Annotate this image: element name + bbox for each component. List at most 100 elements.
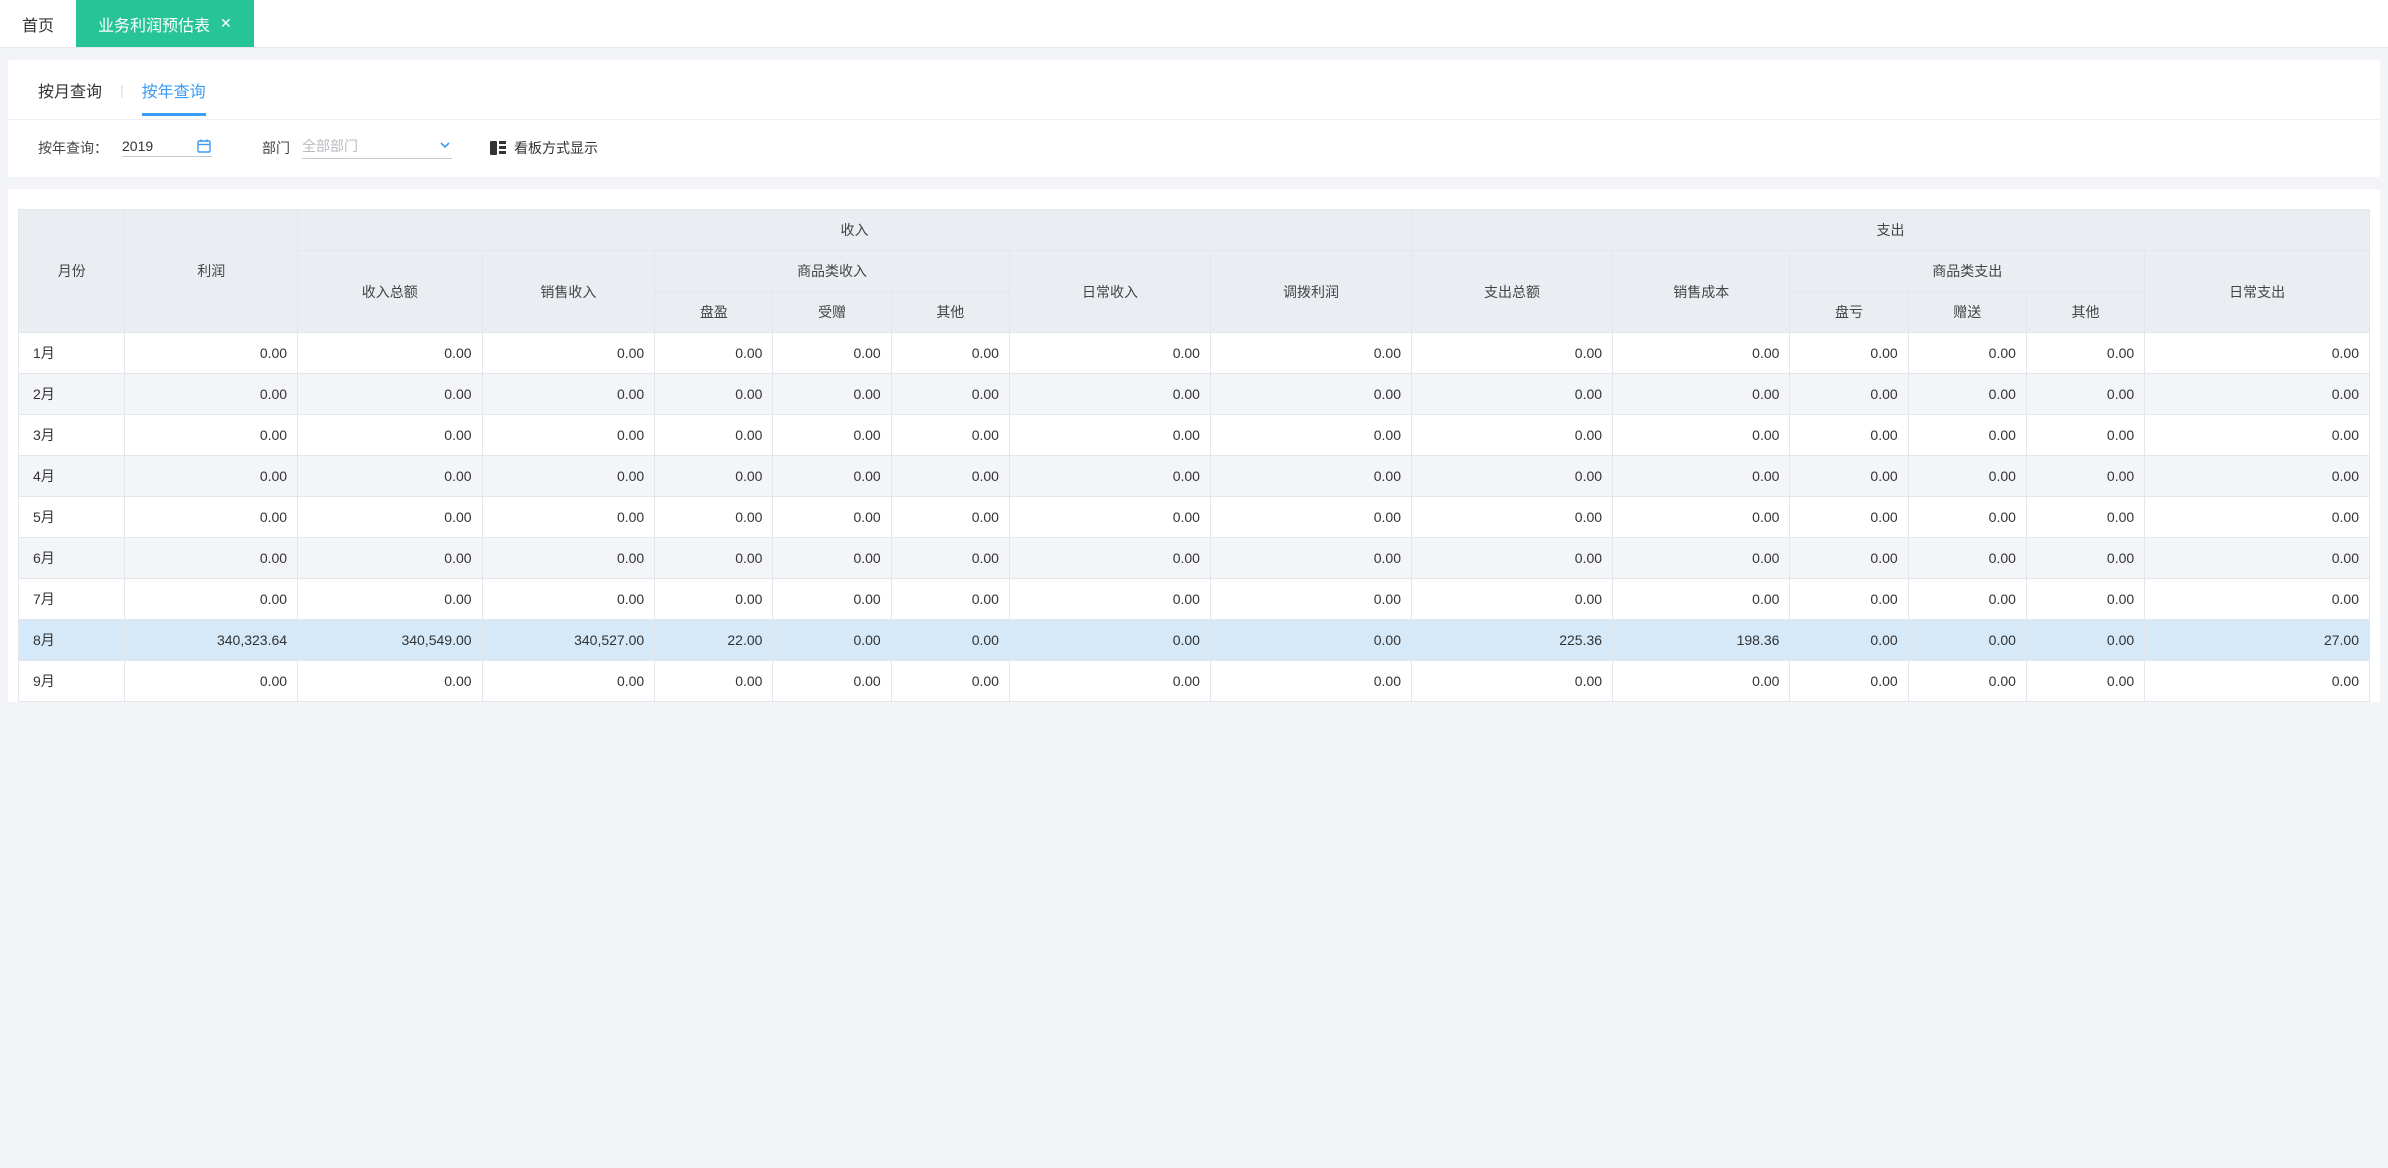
kanban-toggle[interactable]: 看板方式显示 <box>490 138 598 158</box>
cell-daily_expense: 0.00 <box>2145 456 2370 497</box>
subtab-by-year[interactable]: 按年查询 <box>142 64 206 116</box>
th-goods-expense-group: 商品类支出 <box>1790 251 2145 292</box>
cell-other_out: 0.00 <box>2026 620 2144 661</box>
cell-pk: 0.00 <box>1790 538 1908 579</box>
cell-pk: 0.00 <box>1790 456 1908 497</box>
cell-income_total: 0.00 <box>298 333 482 374</box>
cell-expense_total: 0.00 <box>1412 497 1613 538</box>
subtab-divider: | <box>120 82 124 98</box>
profit-table: 月份 利润 收入 支出 收入总额 销售收入 商品类收入 日常收入 调拨利润 支出… <box>18 209 2370 702</box>
cell-sales_cost: 0.00 <box>1613 333 1790 374</box>
cell-income_total: 340,549.00 <box>298 620 482 661</box>
cell-profit: 0.00 <box>125 538 298 579</box>
tab-home-label: 首页 <box>22 12 54 36</box>
cell-pk: 0.00 <box>1790 333 1908 374</box>
table-row[interactable]: 7月0.000.000.000.000.000.000.000.000.000.… <box>19 579 2370 620</box>
cell-sz: 0.00 <box>773 497 891 538</box>
cell-daily_income: 0.00 <box>1009 538 1210 579</box>
cell-sales_income: 0.00 <box>482 497 655 538</box>
cell-profit: 0.00 <box>125 333 298 374</box>
th-month: 月份 <box>19 210 125 333</box>
cell-daily_expense: 0.00 <box>2145 333 2370 374</box>
cell-other_in: 0.00 <box>891 415 1009 456</box>
close-icon[interactable]: ✕ <box>220 15 232 32</box>
cell-profit: 0.00 <box>125 579 298 620</box>
cell-sales_cost: 0.00 <box>1613 538 1790 579</box>
calendar-icon[interactable] <box>196 138 212 154</box>
table-row[interactable]: 3月0.000.000.000.000.000.000.000.000.000.… <box>19 415 2370 456</box>
cell-pk: 0.00 <box>1790 374 1908 415</box>
filter-panel: 按月查询 | 按年查询 按年查询： 2019 部门 全部部门 <box>8 60 2380 177</box>
dept-select[interactable]: 全部部门 <box>302 136 452 159</box>
cell-other_in: 0.00 <box>891 497 1009 538</box>
cell-other_in: 0.00 <box>891 620 1009 661</box>
query-mode-tabs: 按月查询 | 按年查询 <box>8 60 2380 120</box>
cell-zs: 0.00 <box>1908 456 2026 497</box>
cell-sales_cost: 0.00 <box>1613 497 1790 538</box>
cell-daily_expense: 0.00 <box>2145 538 2370 579</box>
cell-transfer_profit: 0.00 <box>1210 661 1411 702</box>
dept-label: 部门 <box>262 138 290 158</box>
cell-profit: 0.00 <box>125 497 298 538</box>
cell-transfer_profit: 0.00 <box>1210 374 1411 415</box>
table-row[interactable]: 6月0.000.000.000.000.000.000.000.000.000.… <box>19 538 2370 579</box>
table-row[interactable]: 8月340,323.64340,549.00340,527.0022.000.0… <box>19 620 2370 661</box>
cell-sz: 0.00 <box>773 415 891 456</box>
th-income-group: 收入 <box>298 210 1412 251</box>
table-row[interactable]: 2月0.000.000.000.000.000.000.000.000.000.… <box>19 374 2370 415</box>
cell-daily_expense: 0.00 <box>2145 579 2370 620</box>
cell-other_in: 0.00 <box>891 579 1009 620</box>
th-pk: 盘亏 <box>1790 292 1908 333</box>
cell-py: 0.00 <box>655 456 773 497</box>
cell-sales_income: 0.00 <box>482 415 655 456</box>
year-input[interactable]: 2019 <box>122 138 212 157</box>
cell-sales_cost: 0.00 <box>1613 661 1790 702</box>
cell-sales_income: 0.00 <box>482 333 655 374</box>
cell-sales_cost: 198.36 <box>1613 620 1790 661</box>
cell-profit: 0.00 <box>125 456 298 497</box>
cell-daily_income: 0.00 <box>1009 333 1210 374</box>
table-row[interactable]: 5月0.000.000.000.000.000.000.000.000.000.… <box>19 497 2370 538</box>
cell-py: 0.00 <box>655 333 773 374</box>
cell-daily_income: 0.00 <box>1009 497 1210 538</box>
tab-bar: 首页 业务利润预估表 ✕ <box>0 0 2388 48</box>
cell-zs: 0.00 <box>1908 620 2026 661</box>
cell-sz: 0.00 <box>773 579 891 620</box>
cell-transfer_profit: 0.00 <box>1210 620 1411 661</box>
cell-py: 0.00 <box>655 415 773 456</box>
cell-daily_income: 0.00 <box>1009 415 1210 456</box>
year-value: 2019 <box>122 138 153 154</box>
cell-other_out: 0.00 <box>2026 538 2144 579</box>
cell-profit: 340,323.64 <box>125 620 298 661</box>
th-daily-expense: 日常支出 <box>2145 251 2370 333</box>
cell-zs: 0.00 <box>1908 661 2026 702</box>
cell-zs: 0.00 <box>1908 538 2026 579</box>
cell-other_out: 0.00 <box>2026 456 2144 497</box>
table-row[interactable]: 1月0.000.000.000.000.000.000.000.000.000.… <box>19 333 2370 374</box>
cell-daily_expense: 0.00 <box>2145 415 2370 456</box>
tab-home[interactable]: 首页 <box>0 0 76 47</box>
cell-pk: 0.00 <box>1790 415 1908 456</box>
cell-expense_total: 0.00 <box>1412 579 1613 620</box>
cell-pk: 0.00 <box>1790 620 1908 661</box>
tab-profit-estimate[interactable]: 业务利润预估表 ✕ <box>76 0 254 47</box>
cell-month: 5月 <box>19 497 125 538</box>
cell-income_total: 0.00 <box>298 661 482 702</box>
th-other-in: 其他 <box>891 292 1009 333</box>
cell-sz: 0.00 <box>773 620 891 661</box>
cell-py: 0.00 <box>655 497 773 538</box>
cell-py: 0.00 <box>655 661 773 702</box>
table-row[interactable]: 9月0.000.000.000.000.000.000.000.000.000.… <box>19 661 2370 702</box>
cell-profit: 0.00 <box>125 374 298 415</box>
cell-month: 3月 <box>19 415 125 456</box>
kanban-icon <box>490 141 506 155</box>
cell-daily_income: 0.00 <box>1009 661 1210 702</box>
cell-transfer_profit: 0.00 <box>1210 333 1411 374</box>
cell-py: 22.00 <box>655 620 773 661</box>
th-daily-income: 日常收入 <box>1009 251 1210 333</box>
cell-py: 0.00 <box>655 579 773 620</box>
table-row[interactable]: 4月0.000.000.000.000.000.000.000.000.000.… <box>19 456 2370 497</box>
subtab-by-month[interactable]: 按月查询 <box>38 64 102 116</box>
cell-other_out: 0.00 <box>2026 497 2144 538</box>
cell-transfer_profit: 0.00 <box>1210 497 1411 538</box>
